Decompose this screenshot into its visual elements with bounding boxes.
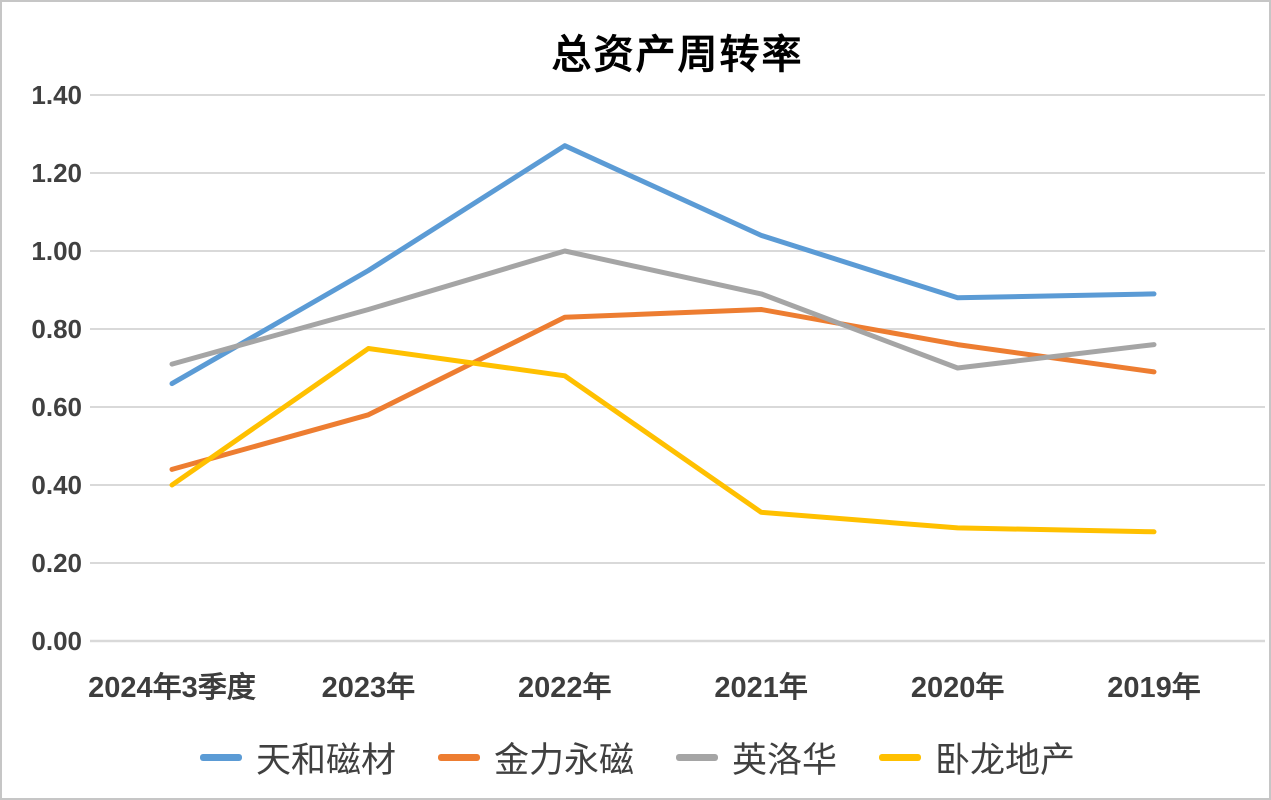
legend-item-卧龙地产: 卧龙地产 [879, 732, 1075, 783]
x-axis-category-label: 2021年 [714, 672, 808, 704]
legend-label: 天和磁材 [255, 741, 396, 780]
y-axis-tick-label: 0.80 [31, 314, 82, 344]
legend-label: 英洛华 [732, 741, 838, 780]
chart-title: 总资产周转率 [551, 32, 804, 77]
series-line-英洛华 [169, 248, 1157, 371]
x-axis-category-label: 2020年 [910, 672, 1005, 704]
series-line-金力永磁 [169, 307, 1157, 472]
x-axis-category-label: 2019年 [1107, 672, 1201, 704]
y-axis-tick-label: 1.20 [31, 158, 82, 188]
y-axis-tick-label: 0.00 [31, 626, 82, 656]
legend-item-金力永磁: 金力永磁 [437, 732, 634, 783]
series-line-天和磁材 [169, 143, 1157, 387]
legend: 天和磁材 金力永磁 英洛华 卧龙地产 [2, 732, 1269, 783]
y-axis-tick-label: 1.40 [31, 80, 82, 110]
legend-marker-icon [437, 754, 480, 761]
x-axis-category-label: 2023年 [321, 672, 416, 704]
x-axis-category-label: 2024年3季度 [88, 672, 256, 704]
legend-marker-icon [199, 754, 242, 761]
y-axis-tick-label: 0.60 [31, 392, 82, 422]
legend-label: 金力永磁 [493, 741, 634, 780]
series-line-卧龙地产 [169, 346, 1157, 535]
x-axis-category-label: 2022年 [518, 672, 612, 704]
y-axis-tick-label: 0.20 [31, 548, 82, 578]
legend-marker-icon [676, 754, 718, 761]
legend-item-天和磁材: 天和磁材 [199, 732, 396, 783]
y-axis-tick-label: 1.00 [31, 236, 82, 266]
legend-item-英洛华: 英洛华 [676, 732, 837, 783]
legend-label: 卧龙地产 [935, 741, 1076, 780]
legend-marker-icon [879, 754, 922, 761]
y-axis-tick-label: 0.40 [31, 470, 82, 500]
